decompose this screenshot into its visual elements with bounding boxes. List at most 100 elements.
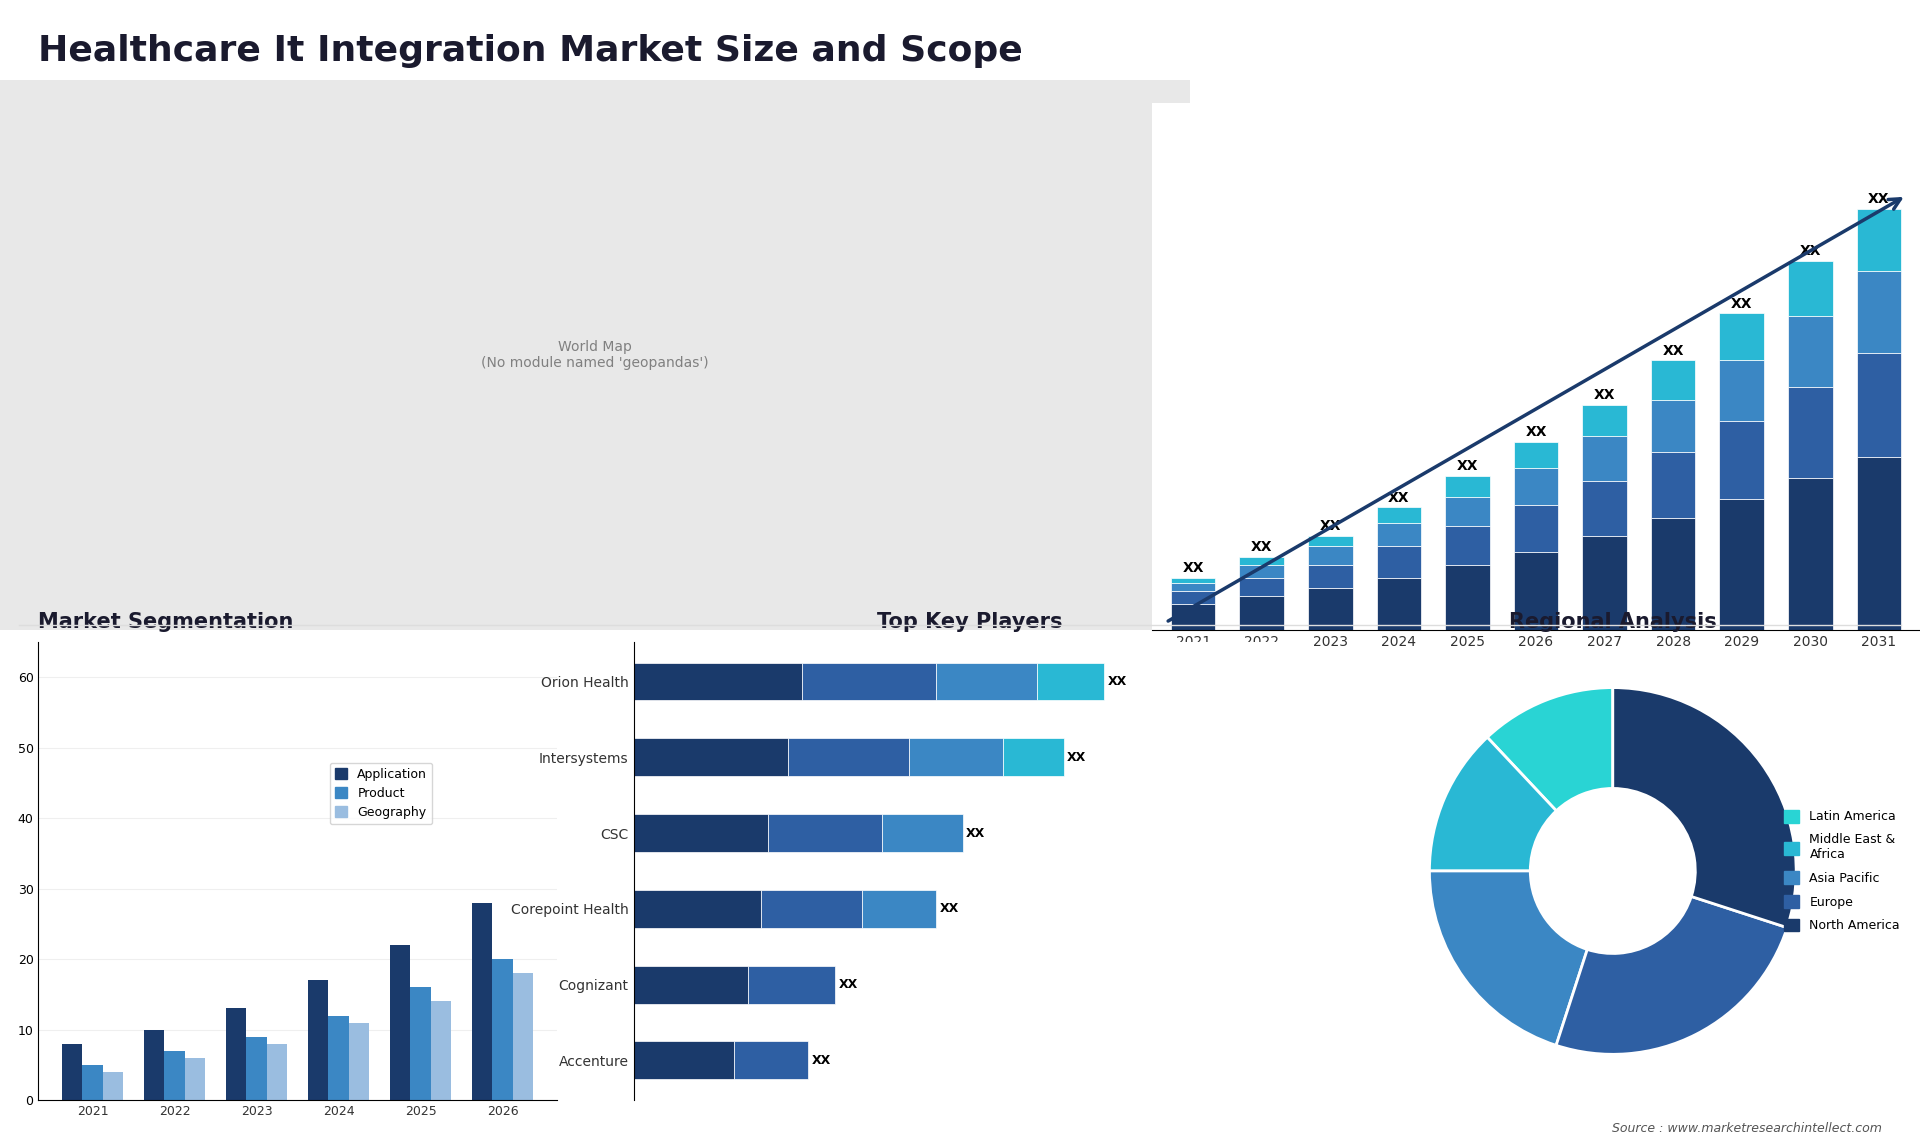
Bar — [328, 1015, 349, 1100]
Bar — [1171, 604, 1215, 630]
Bar — [908, 738, 1002, 776]
Text: XX: XX — [839, 979, 858, 991]
Text: XX: XX — [1183, 562, 1204, 575]
Wedge shape — [1428, 871, 1588, 1045]
Bar — [267, 1044, 288, 1100]
Bar — [634, 662, 803, 700]
Bar — [634, 966, 749, 1004]
Bar — [472, 903, 492, 1100]
Text: XX: XX — [1524, 425, 1548, 439]
Text: XX: XX — [966, 826, 985, 840]
Bar — [787, 738, 908, 776]
Text: XX: XX — [1388, 490, 1409, 504]
Bar — [1857, 457, 1901, 630]
Text: World Map
(No module named 'geopandas'): World Map (No module named 'geopandas') — [482, 340, 708, 370]
Bar — [1720, 500, 1764, 630]
Text: XX: XX — [1868, 191, 1889, 206]
Bar — [1582, 481, 1626, 536]
Bar — [227, 1008, 246, 1100]
Bar — [634, 814, 768, 851]
Text: Market Segmentation: Market Segmentation — [38, 612, 294, 631]
Wedge shape — [1428, 737, 1557, 871]
Bar — [1037, 662, 1104, 700]
Bar — [937, 662, 1037, 700]
Text: XX: XX — [1252, 540, 1273, 555]
Bar — [1446, 526, 1490, 565]
Text: XX: XX — [1663, 344, 1684, 358]
Bar — [1582, 536, 1626, 630]
Bar — [1171, 591, 1215, 604]
Bar — [1171, 578, 1215, 583]
Bar — [1513, 504, 1559, 551]
Text: XX: XX — [1457, 460, 1478, 473]
Legend: Application, Product, Geography: Application, Product, Geography — [330, 762, 432, 824]
Bar — [1857, 209, 1901, 272]
Bar — [246, 1037, 267, 1100]
Bar — [430, 1002, 451, 1100]
Bar — [1240, 596, 1284, 630]
Bar — [1377, 523, 1421, 547]
Text: XX: XX — [1594, 388, 1615, 402]
Bar — [1651, 453, 1695, 518]
Bar — [390, 945, 411, 1100]
Bar — [1446, 496, 1490, 526]
Bar — [83, 1065, 104, 1100]
Bar — [1240, 578, 1284, 596]
Bar — [1446, 476, 1490, 496]
Bar — [634, 1042, 733, 1080]
Bar — [1513, 551, 1559, 630]
Bar — [749, 966, 835, 1004]
Bar — [733, 1042, 808, 1080]
Bar — [634, 890, 760, 928]
Bar — [1446, 565, 1490, 630]
Bar — [1788, 386, 1832, 478]
Bar — [1377, 508, 1421, 523]
Text: XX: XX — [1108, 675, 1127, 688]
Bar — [760, 890, 862, 928]
Text: Healthcare It Integration Market Size and Scope: Healthcare It Integration Market Size an… — [38, 34, 1023, 69]
Bar — [1513, 441, 1559, 468]
Bar — [184, 1058, 205, 1100]
Bar — [1582, 437, 1626, 481]
Bar — [1240, 565, 1284, 578]
Wedge shape — [1555, 896, 1788, 1054]
Bar — [768, 814, 883, 851]
Bar — [883, 814, 962, 851]
Text: XX: XX — [1319, 519, 1340, 533]
Bar — [1377, 578, 1421, 630]
Bar — [104, 1072, 123, 1100]
Bar — [1788, 261, 1832, 316]
Wedge shape — [1613, 688, 1795, 927]
Bar — [1857, 272, 1901, 353]
Bar — [803, 662, 937, 700]
Bar — [1308, 565, 1352, 588]
Bar — [1308, 588, 1352, 630]
Bar — [1788, 316, 1832, 386]
Bar — [1308, 547, 1352, 565]
Text: Source : www.marketresearchintellect.com: Source : www.marketresearchintellect.com — [1611, 1122, 1882, 1135]
Bar — [513, 973, 534, 1100]
Bar — [1002, 738, 1064, 776]
Bar — [1377, 547, 1421, 578]
Bar — [862, 890, 935, 928]
Text: XX: XX — [812, 1054, 831, 1067]
Bar — [1788, 478, 1832, 630]
Bar — [61, 1044, 83, 1100]
Bar — [165, 1051, 184, 1100]
Bar — [1651, 361, 1695, 400]
Title: Top Key Players: Top Key Players — [877, 612, 1062, 631]
Text: XX: XX — [1068, 751, 1087, 763]
Bar — [492, 959, 513, 1100]
Bar — [1582, 405, 1626, 437]
Bar — [307, 980, 328, 1100]
Wedge shape — [1488, 688, 1613, 811]
Bar — [411, 988, 430, 1100]
Bar — [1651, 400, 1695, 453]
Bar — [1720, 361, 1764, 421]
Text: XX: XX — [939, 902, 958, 916]
Bar — [1171, 583, 1215, 591]
Bar — [144, 1029, 165, 1100]
Text: XX: XX — [1732, 297, 1753, 311]
Bar — [1308, 536, 1352, 547]
Bar — [1513, 468, 1559, 504]
